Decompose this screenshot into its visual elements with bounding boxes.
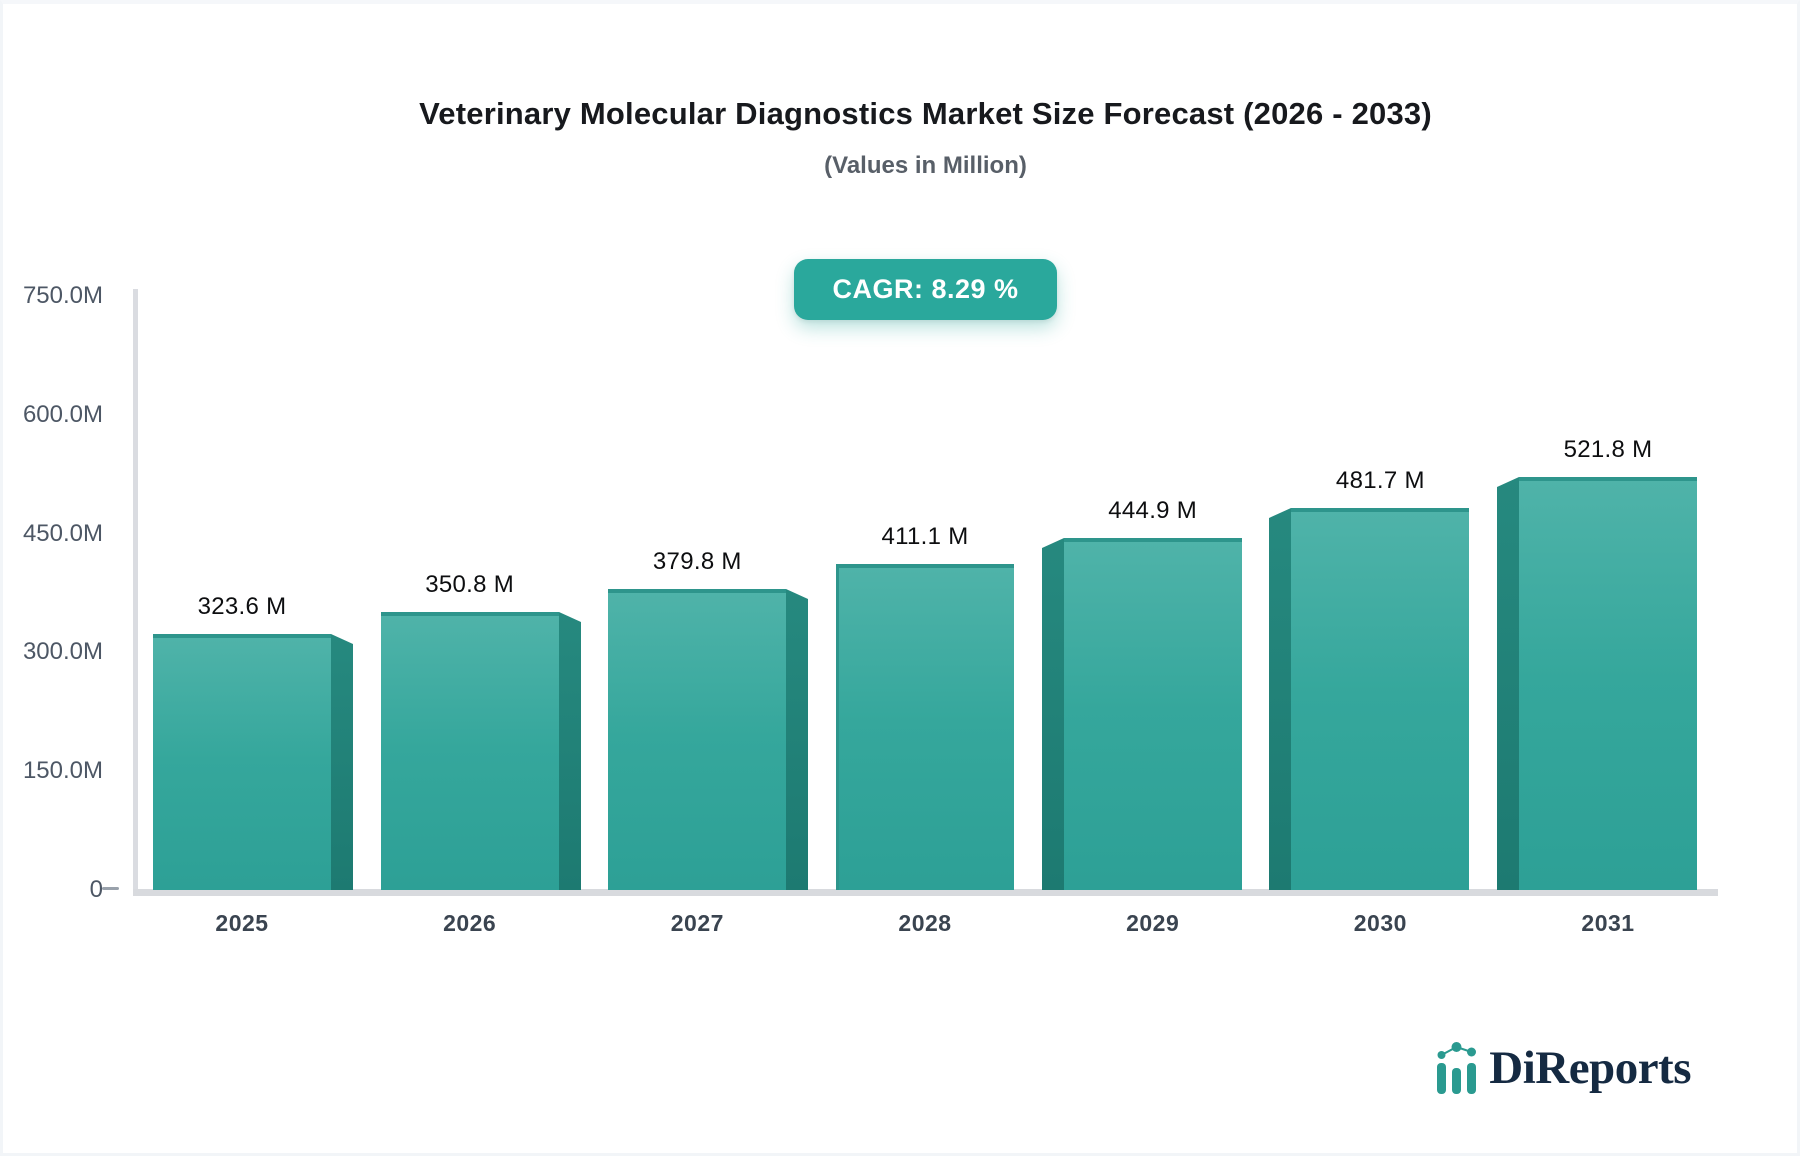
y-axis-tick-label: 450.0M (22, 519, 103, 547)
bar-3d-side (1497, 477, 1519, 890)
x-axis-baseline (133, 889, 1718, 896)
bar-3d-side (1042, 538, 1064, 890)
bar-2031[interactable] (1519, 477, 1697, 890)
x-axis-tick-label: 2026 (443, 910, 497, 936)
x-axis-tick-label: 2028 (898, 910, 952, 936)
page-subtitle: (Values in Million) (824, 152, 1027, 179)
bar-value-label: 350.8 M (425, 571, 515, 598)
x-axis-tick-label: 2025 (215, 910, 269, 936)
bar-value-label: 481.7 M (1335, 467, 1425, 494)
y-axis-tick-label: 300.0M (22, 638, 103, 666)
cagr-badge-wrap: CAGR: 8.29 % (133, 259, 1718, 320)
bar-2029[interactable] (1064, 538, 1242, 890)
bar-3d-side (559, 612, 581, 890)
bar-2027[interactable] (608, 589, 786, 890)
zero-tick-mark (102, 887, 119, 890)
y-axis-line (133, 289, 138, 890)
bar-value-label: 323.6 M (197, 593, 287, 620)
bar-3d-side (331, 634, 353, 890)
bar-value-label: 521.8 M (1563, 436, 1653, 463)
bar-value-label: 444.9 M (1108, 497, 1198, 524)
y-axis-tick-label: 0 (89, 876, 103, 903)
y-axis-tick-label: 600.0M (22, 400, 103, 428)
y-axis-tick-label: 750.0M (22, 282, 103, 309)
mini-bar-line-chart-icon (1437, 1042, 1477, 1094)
x-axis-tick-label: 2031 (1581, 910, 1635, 936)
bar-2028[interactable] (836, 564, 1014, 890)
logo-wordmark: DiReports (1489, 1042, 1691, 1094)
bar-3d-side (786, 589, 808, 890)
bar-3d-side (1269, 508, 1291, 890)
x-axis-tick-label: 2027 (670, 910, 724, 936)
direports-logo: DiReports (1435, 1042, 1691, 1094)
x-axis-tick-label: 2030 (1353, 910, 1407, 936)
y-axis-tick-label: 150.0M (22, 757, 103, 785)
bar-2025[interactable] (153, 634, 331, 890)
cagr-badge: CAGR: 8.29 % (794, 259, 1057, 320)
bar-value-label: 411.1 M (881, 523, 969, 550)
page-title: Veterinary Molecular Diagnostics Market … (419, 96, 1432, 131)
bar-2026[interactable] (381, 612, 559, 890)
bar-value-label: 379.8 M (652, 548, 742, 575)
bar-2030[interactable] (1291, 508, 1469, 890)
x-axis-tick-label: 2029 (1126, 910, 1180, 936)
